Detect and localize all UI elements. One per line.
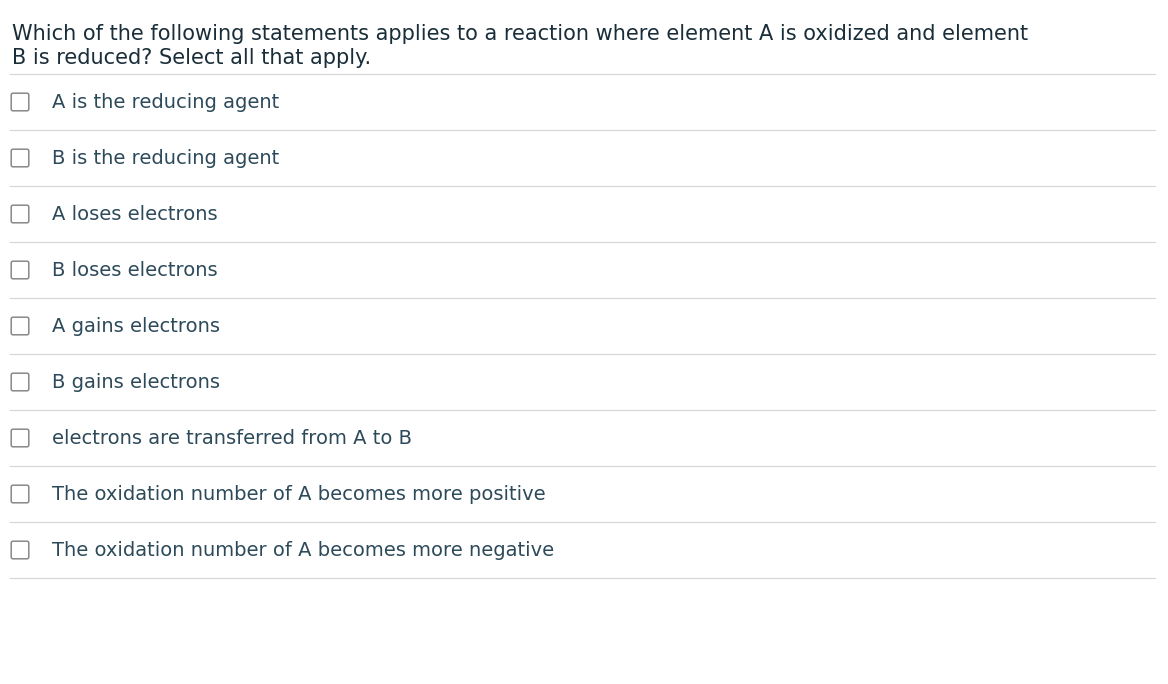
FancyBboxPatch shape [12,541,29,559]
FancyBboxPatch shape [12,261,29,279]
FancyBboxPatch shape [12,205,29,223]
FancyBboxPatch shape [12,149,29,167]
Text: The oxidation number of A becomes more negative: The oxidation number of A becomes more n… [53,540,554,560]
Text: electrons are transferred from A to B: electrons are transferred from A to B [53,428,412,447]
FancyBboxPatch shape [12,429,29,447]
Text: The oxidation number of A becomes more positive: The oxidation number of A becomes more p… [53,484,545,503]
FancyBboxPatch shape [12,485,29,503]
Text: A gains electrons: A gains electrons [53,317,220,335]
Text: B gains electrons: B gains electrons [53,373,220,391]
Text: B is the reducing agent: B is the reducing agent [53,148,279,168]
FancyBboxPatch shape [12,373,29,391]
Text: A loses electrons: A loses electrons [53,205,217,224]
Text: B loses electrons: B loses electrons [53,261,217,280]
Text: Which of the following statements applies to a reaction where element A is oxidi: Which of the following statements applie… [12,24,1028,44]
FancyBboxPatch shape [12,93,29,111]
Text: B is reduced? Select all that apply.: B is reduced? Select all that apply. [12,48,371,68]
FancyBboxPatch shape [12,317,29,334]
Text: A is the reducing agent: A is the reducing agent [53,92,279,111]
